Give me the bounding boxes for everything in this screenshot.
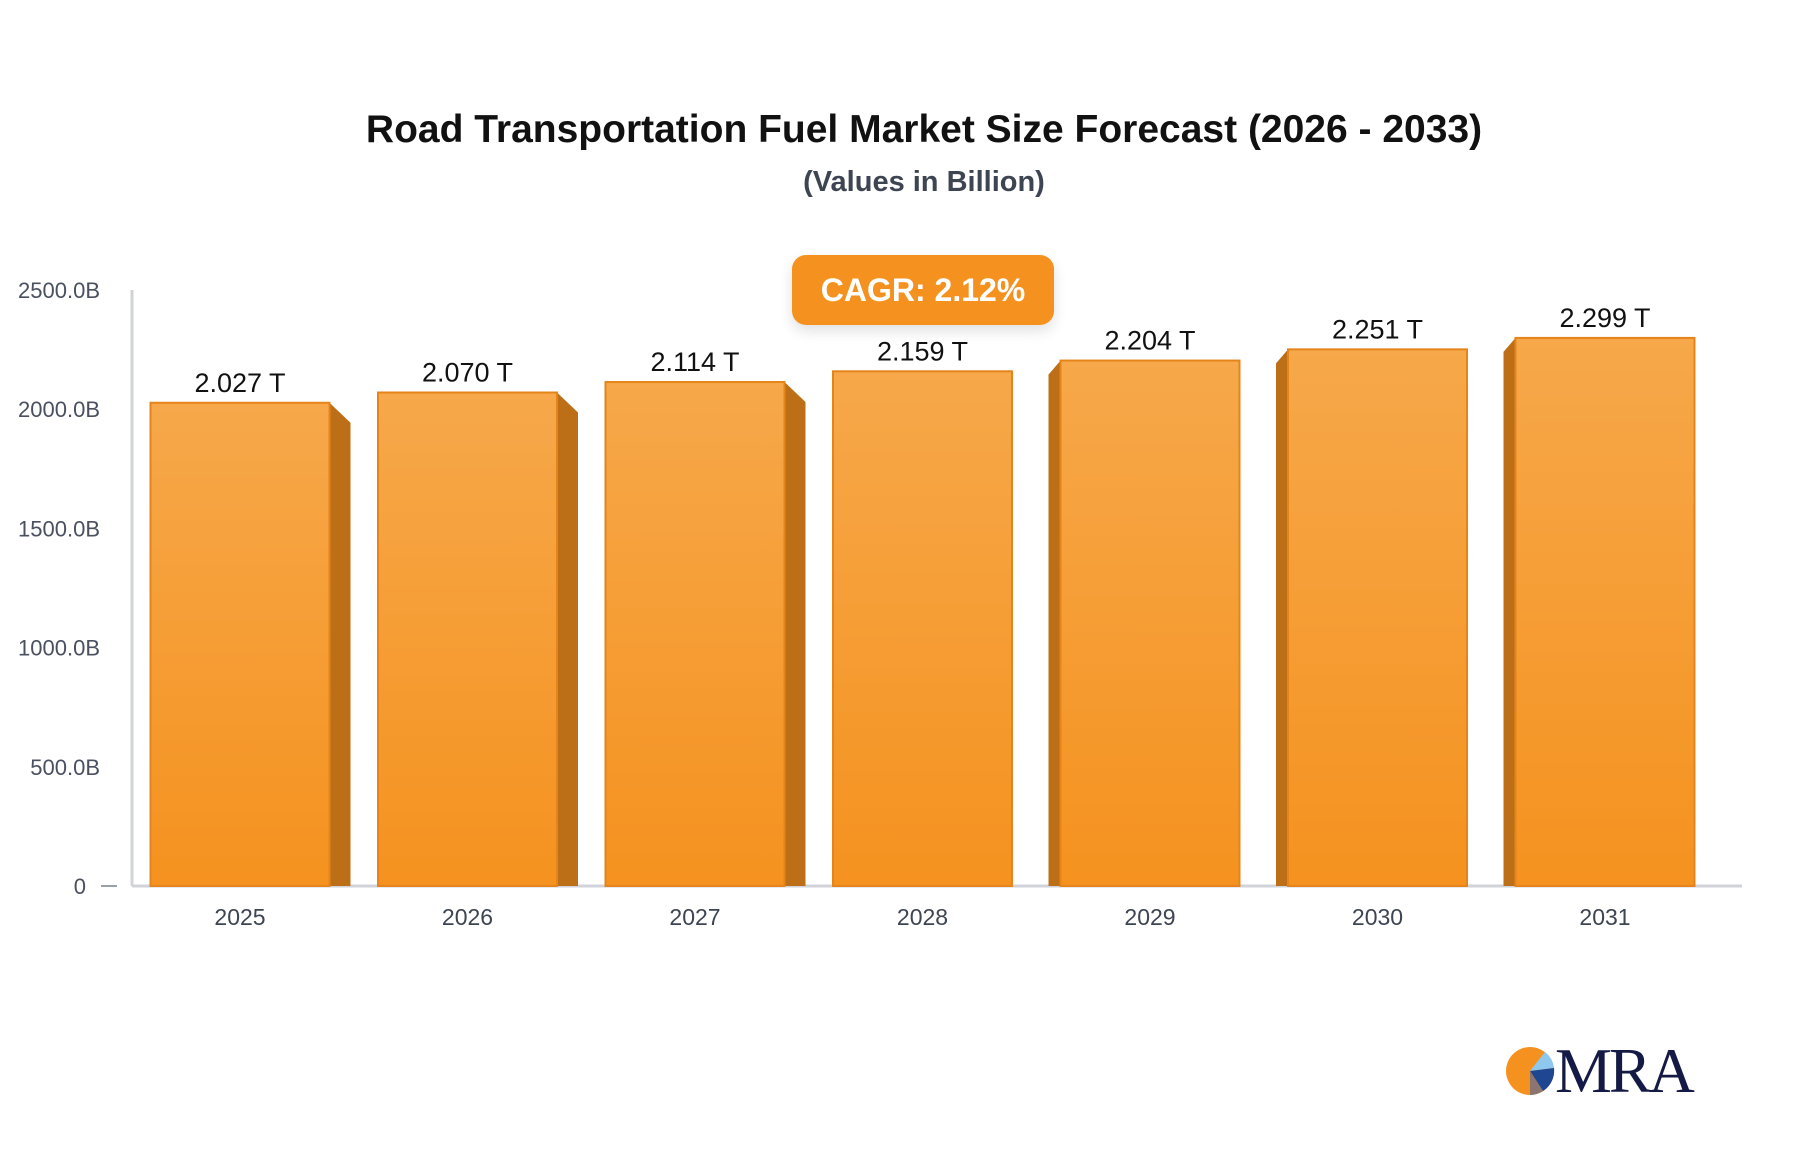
y-tick-label: 2500.0B xyxy=(18,278,100,303)
logo-pie-icon xyxy=(1506,1047,1555,1095)
bar-2027 xyxy=(604,381,786,887)
x-tick-label: 2027 xyxy=(669,904,720,930)
bar-2031 xyxy=(1514,336,1696,887)
chart-title: Road Transportation Fuel Market Size For… xyxy=(365,108,1483,151)
x-tick-label: 2028 xyxy=(897,904,948,930)
data-label: 2.070 T xyxy=(422,358,513,388)
data-label: 2.027 T xyxy=(194,368,285,398)
data-label: 2.159 T xyxy=(877,336,968,366)
bar-2026 xyxy=(377,391,558,887)
data-label: 2.114 T xyxy=(650,347,739,377)
x-tick-label: 2030 xyxy=(1352,904,1403,930)
data-label: 2.299 T xyxy=(1559,303,1650,333)
bar-side-face xyxy=(1276,349,1288,887)
y-tick-label: 0 xyxy=(74,874,86,899)
bar-side-face xyxy=(557,392,578,886)
bar-side-face xyxy=(329,402,351,886)
bar-2030 xyxy=(1287,348,1468,888)
y-tick-label: 1000.0B xyxy=(18,636,100,661)
bar-side-face xyxy=(1503,337,1516,886)
y-tick-label: 500.0B xyxy=(30,755,100,780)
data-label: 2.251 T xyxy=(1332,314,1423,344)
y-tick-label: 1500.0B xyxy=(18,516,100,541)
bar-2028 xyxy=(832,370,1013,888)
x-tick-label: 2031 xyxy=(1579,904,1630,930)
data-label: 2.204 T xyxy=(1104,326,1195,356)
x-tick-label: 2029 xyxy=(1124,904,1175,930)
bar-side-face xyxy=(784,382,806,886)
mra-logo: MRA xyxy=(1505,1035,1695,1106)
cagr-badge: CAGR: 2.12% xyxy=(792,255,1054,325)
bar-2025 xyxy=(149,401,331,887)
bar-2029 xyxy=(1059,359,1241,887)
chart-subtitle: (Values in Billion) xyxy=(803,166,1045,198)
logo-text: MRA xyxy=(1555,1035,1695,1106)
bar-side-face xyxy=(1048,360,1061,886)
x-tick-label: 2026 xyxy=(442,904,493,930)
x-tick-label: 2025 xyxy=(214,904,265,930)
y-tick-label: 2000.0B xyxy=(18,397,100,422)
